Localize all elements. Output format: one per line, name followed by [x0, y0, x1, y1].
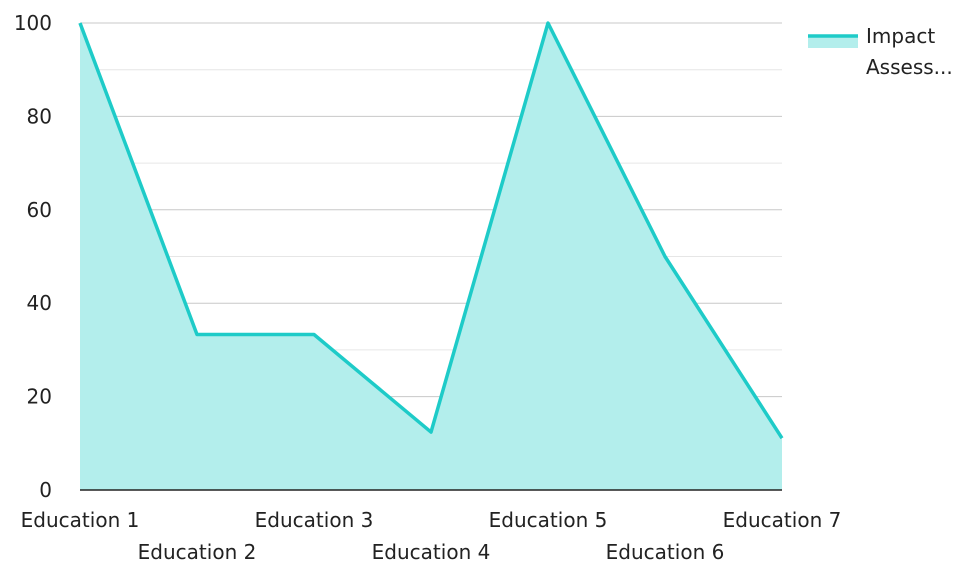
data-point-7	[780, 436, 784, 440]
x-tick-label: Education 4	[372, 540, 491, 562]
data-point-5	[546, 21, 550, 25]
x-tick-label: Education 2	[138, 540, 257, 562]
x-tick-label: Education 5	[489, 508, 608, 532]
x-tick-label: Education 6	[606, 540, 725, 562]
x-tick-label: Education 1	[21, 508, 140, 532]
x-tick-label: Education 7	[723, 508, 842, 532]
legend[interactable]: Impact Assess...	[808, 24, 953, 79]
data-point-2	[195, 332, 199, 336]
y-tick-label: 40	[27, 291, 52, 315]
y-tick-label: 0	[39, 478, 52, 502]
data-point-3	[312, 332, 316, 336]
y-tick-label: 80	[27, 104, 52, 128]
tick-labels: 0 20 40 60 80 100 Education 1 Education 2 Educat…	[14, 11, 842, 564]
data-point-6	[663, 255, 667, 259]
y-tick-label: 20	[27, 385, 52, 409]
y-tick-label: 100	[14, 11, 52, 35]
series-area	[78, 21, 784, 490]
data-point-4	[429, 430, 433, 434]
data-point-1	[78, 21, 82, 25]
series-line	[78, 21, 784, 440]
legend-label[interactable]: Impact	[866, 24, 935, 48]
x-tick-label: Education 3	[255, 508, 374, 532]
y-tick-label: 60	[27, 198, 52, 222]
legend-swatch-fill	[808, 36, 858, 48]
legend-label[interactable]: Assess...	[866, 55, 953, 79]
